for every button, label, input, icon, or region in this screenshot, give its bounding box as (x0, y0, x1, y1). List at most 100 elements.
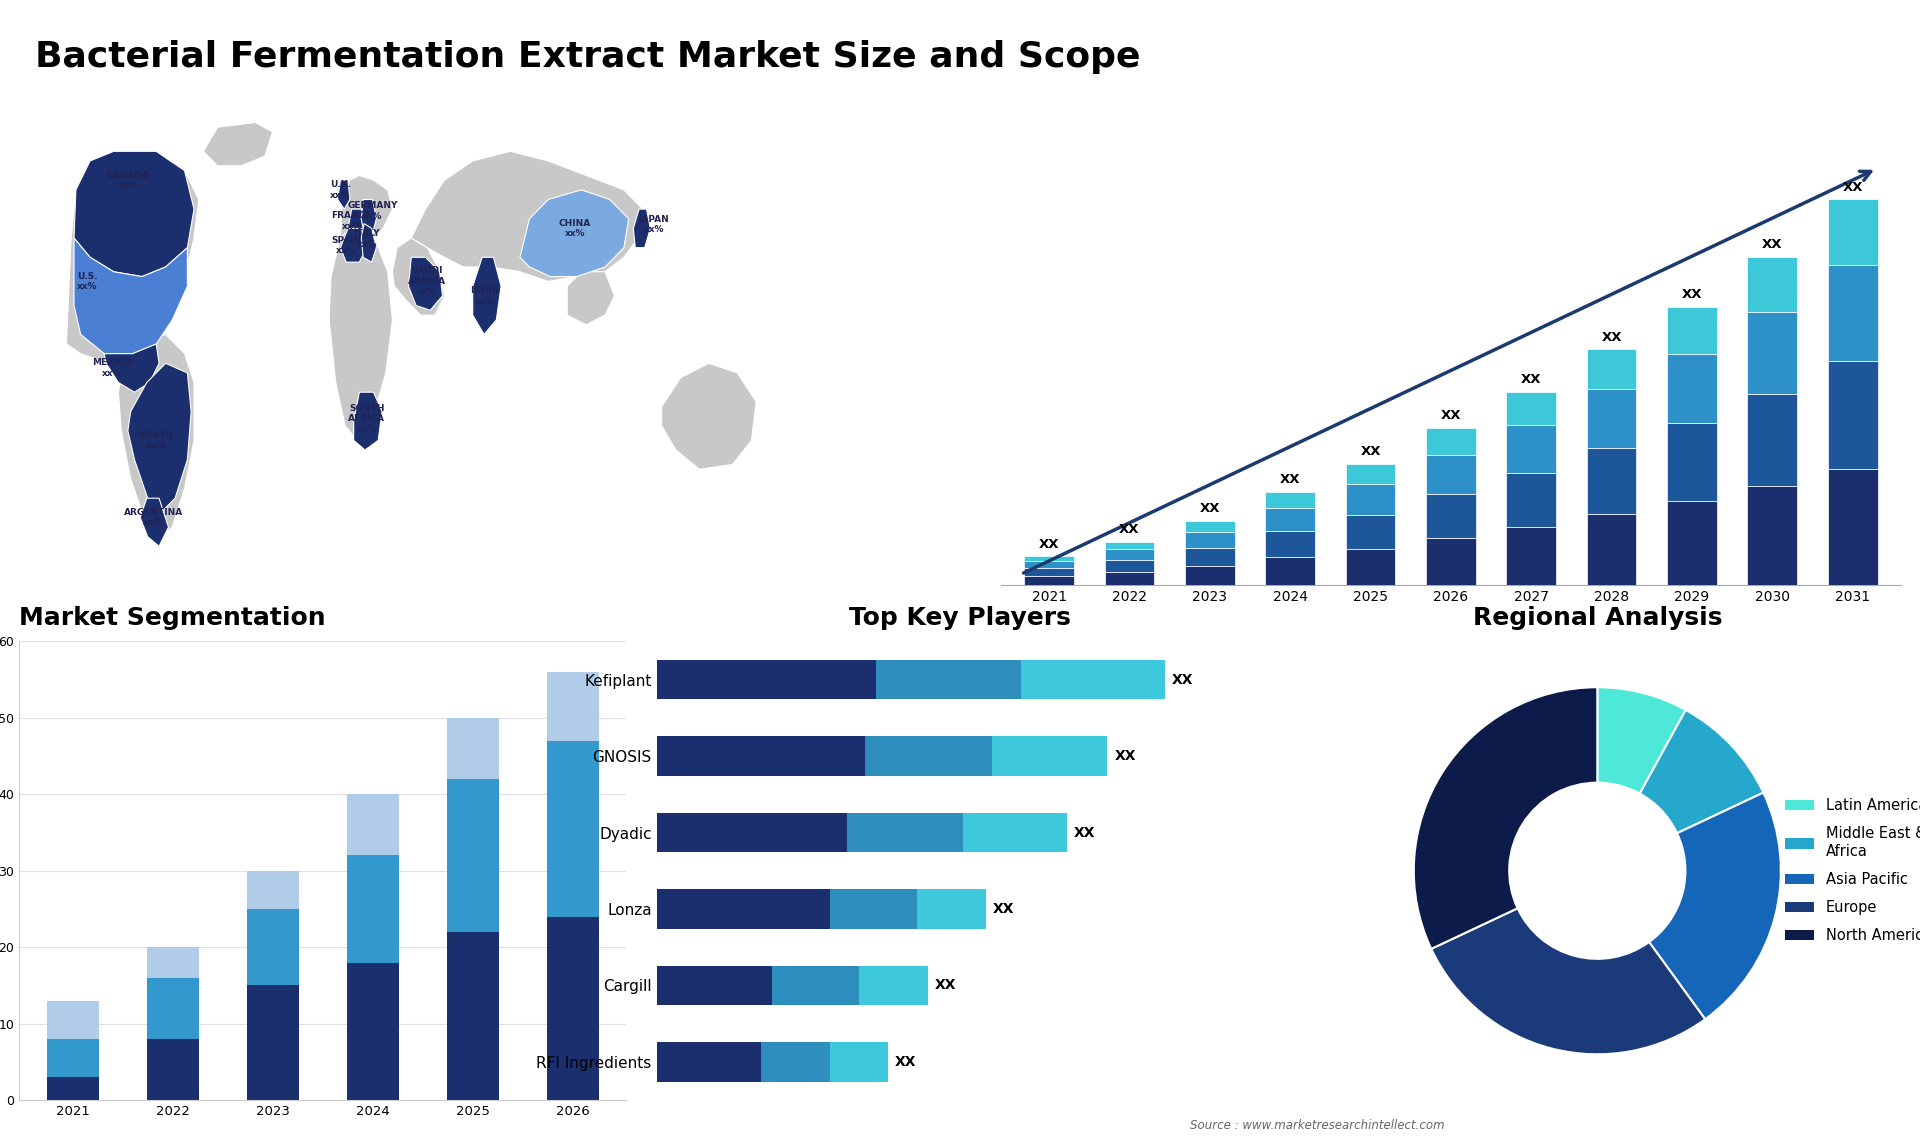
Text: XX: XX (1281, 473, 1300, 486)
Polygon shape (75, 151, 194, 276)
Bar (46, 1000, 98, 1039)
Bar (146, 948, 200, 978)
Bar (993, 736, 1108, 776)
Polygon shape (353, 392, 382, 450)
Text: SPAIN
xx%: SPAIN xx% (330, 236, 361, 254)
Text: U.K.
xx%: U.K. xx% (330, 180, 351, 199)
Wedge shape (1430, 909, 1705, 1054)
Polygon shape (338, 180, 349, 209)
Text: XX: XX (1119, 524, 1140, 536)
Text: SAUDI
ARABIA
xx%: SAUDI ARABIA xx% (409, 267, 447, 297)
Polygon shape (75, 238, 188, 354)
Polygon shape (392, 238, 444, 315)
Polygon shape (348, 209, 367, 243)
Wedge shape (1597, 688, 1686, 793)
Polygon shape (520, 190, 628, 276)
Bar (1346, 464, 1396, 485)
Text: XX: XX (1763, 238, 1782, 251)
Bar (1507, 425, 1555, 473)
Text: XX: XX (1843, 181, 1862, 194)
Bar (1104, 542, 1154, 549)
Text: CHINA
xx%: CHINA xx% (559, 219, 591, 238)
Bar (1185, 520, 1235, 532)
Bar (1104, 560, 1154, 572)
Bar (657, 889, 829, 929)
Bar (1747, 394, 1797, 486)
Bar (858, 966, 927, 1005)
Bar (146, 1039, 200, 1100)
Bar (1507, 392, 1555, 425)
Text: XX: XX (1682, 288, 1703, 301)
Title: Top Key Players: Top Key Players (849, 606, 1071, 629)
Bar (1667, 502, 1716, 584)
Text: GERMANY
xx%: GERMANY xx% (348, 202, 397, 221)
Polygon shape (119, 335, 194, 536)
Bar (1828, 199, 1878, 265)
Wedge shape (1649, 793, 1782, 1019)
Wedge shape (1413, 688, 1597, 949)
Text: XX: XX (935, 979, 956, 992)
Bar (348, 794, 399, 855)
Bar (547, 917, 599, 1100)
Text: Market Segmentation: Market Segmentation (19, 606, 326, 629)
Bar (1667, 306, 1716, 354)
Bar (864, 736, 993, 776)
Bar (547, 672, 599, 740)
Bar (447, 779, 499, 932)
Bar (1586, 350, 1636, 390)
Title: Regional Analysis: Regional Analysis (1473, 606, 1722, 629)
Polygon shape (328, 228, 392, 440)
Bar (1023, 568, 1073, 576)
Bar (876, 660, 1021, 699)
Polygon shape (67, 151, 200, 363)
Bar (1507, 527, 1555, 584)
Bar (1023, 562, 1073, 568)
Bar (246, 871, 300, 909)
Bar (146, 978, 200, 1039)
Bar (772, 966, 858, 1005)
Bar (348, 855, 399, 963)
Bar (1667, 424, 1716, 502)
Text: FRANCE
xx%: FRANCE xx% (332, 212, 372, 230)
Bar (657, 660, 876, 699)
Bar (1747, 486, 1797, 584)
Polygon shape (566, 272, 614, 324)
Bar (1828, 265, 1878, 361)
Polygon shape (104, 344, 159, 392)
Text: BRAZIL
xx%: BRAZIL xx% (138, 431, 175, 450)
Bar (1828, 469, 1878, 584)
Text: XX: XX (1039, 537, 1060, 550)
Polygon shape (361, 199, 376, 234)
Bar (1507, 473, 1555, 527)
Bar (348, 963, 399, 1100)
Polygon shape (361, 223, 376, 262)
Text: JAPAN
xx%: JAPAN xx% (639, 214, 670, 234)
Bar (1185, 566, 1235, 584)
Bar (246, 909, 300, 986)
Bar (1346, 515, 1396, 549)
Bar (847, 813, 964, 853)
Bar (1185, 548, 1235, 566)
Text: XX: XX (1114, 749, 1137, 763)
Polygon shape (140, 499, 169, 547)
Bar (1265, 492, 1315, 508)
Bar (1586, 448, 1636, 515)
Bar (916, 889, 987, 929)
Bar (1346, 549, 1396, 584)
Polygon shape (662, 363, 756, 469)
Text: XX: XX (1073, 825, 1096, 840)
Bar (547, 740, 599, 917)
Polygon shape (129, 363, 192, 512)
Bar (1021, 660, 1165, 699)
Bar (1265, 508, 1315, 531)
Bar (1586, 515, 1636, 584)
Text: XX: XX (1440, 409, 1461, 422)
Text: XX: XX (1359, 445, 1380, 458)
Text: MEXICO
xx%: MEXICO xx% (92, 359, 132, 378)
Bar (760, 1042, 829, 1082)
Bar (1023, 576, 1073, 584)
Text: Source : www.marketresearchintellect.com: Source : www.marketresearchintellect.com (1190, 1120, 1446, 1132)
Bar (657, 736, 864, 776)
Text: Bacterial Fermentation Extract Market Size and Scope: Bacterial Fermentation Extract Market Si… (35, 40, 1140, 74)
Bar (1667, 354, 1716, 424)
